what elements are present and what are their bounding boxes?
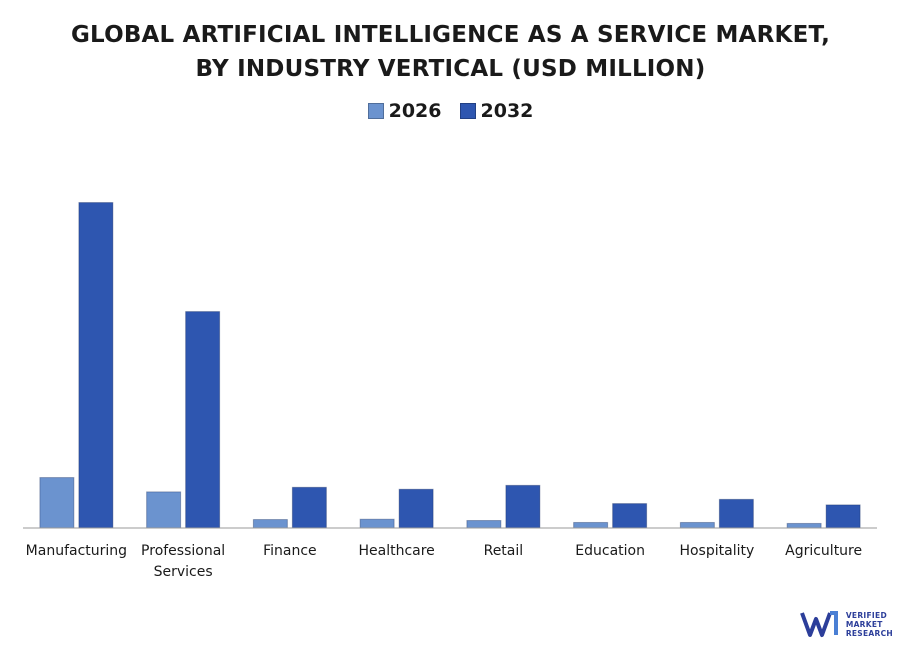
bar-2026-education [573,521,609,529]
legend-label-2032: 2032 [480,100,534,122]
chart-title-line-1: GLOBAL ARTIFICIAL INTELLIGENCE AS A SERV… [70,22,831,48]
legend-item-2032: 2032 [459,100,534,122]
legend-item-2026: 2026 [367,100,442,122]
x-tick-label: Agriculture [785,543,862,559]
bar-2032-education [612,503,648,529]
legend-swatch-2032 [459,103,476,119]
x-tick-label: Hospitality [679,543,754,559]
logo-line-2: MARKET [845,619,883,629]
chart-title: GLOBAL ARTIFICIAL INTELLIGENCE AS A SERV… [0,18,901,86]
vmr-logo-icon [799,611,838,637]
chart-legend: 2026 2032 [0,100,901,122]
bar-2026-hospitality [679,521,715,529]
bar-2026-healthcare [359,518,395,529]
bar-2032-hospitality [718,498,754,529]
bar-2032-manufacturing [78,202,114,529]
bar-2026-retail [466,520,502,529]
bar-2026-manufacturing [39,477,75,529]
x-tick-label: Manufacturing [26,543,127,559]
bar-2026-finance [252,519,288,529]
x-tick-label: Retail [484,543,524,559]
bar-2032-professional-services [185,311,221,529]
x-tick-label: Finance [263,543,317,559]
bar-2032-healthcare [398,488,434,529]
bar-2032-finance [291,486,327,529]
legend-swatch-2026 [367,103,384,119]
brand-logo: VERIFIED MARKET RESEARCH [799,609,893,639]
bar-2032-retail [505,484,541,529]
x-tick-label: Healthcare [358,543,434,559]
x-tick-label: Education [575,543,645,559]
bar-2032-agriculture [825,504,861,529]
bar-2026-agriculture [786,522,822,529]
x-tick-label: Professional Services [141,543,225,580]
logo-line-1: VERIFIED [845,610,887,620]
bar-2026-professional-services [146,491,182,529]
brand-logo-text: VERIFIED MARKET RESEARCH [846,611,893,638]
legend-label-2026: 2026 [388,100,442,122]
logo-line-3: RESEARCH [845,628,893,638]
chart-title-line-2: BY INDUSTRY VERTICAL (USD MILLION) [195,56,706,82]
